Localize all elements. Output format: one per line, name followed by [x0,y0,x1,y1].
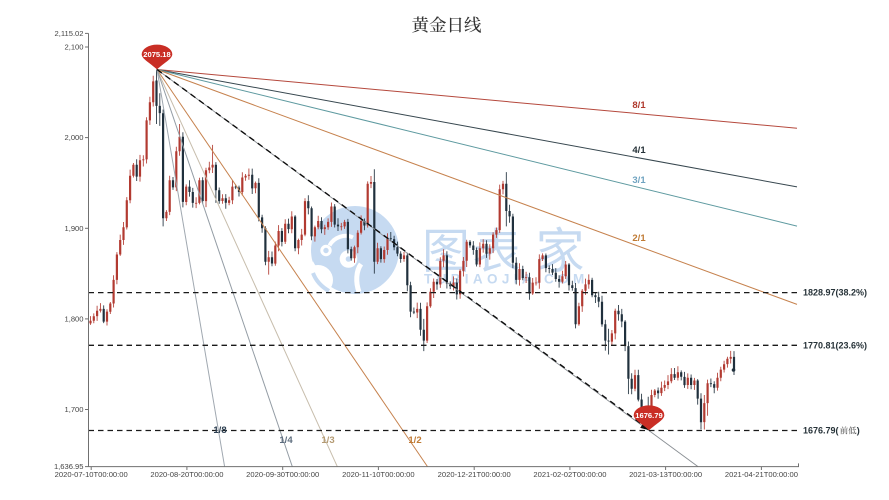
svg-text:1/3: 1/3 [321,435,334,446]
svg-text:1676.79(: 1676.79( [803,426,839,436]
svg-text:4/1: 4/1 [632,145,646,156]
svg-text:1/4: 1/4 [279,435,293,446]
svg-text:2020-07-10T00:00:00: 2020-07-10T00:00:00 [55,470,128,479]
svg-text:2,000: 2,000 [64,133,83,142]
svg-text:): ) [857,426,860,436]
svg-text:2020-12-21T00:00:00: 2020-12-21T00:00:00 [438,470,511,479]
svg-text:2/1: 2/1 [632,233,646,244]
svg-text:1770.81(23.6%): 1770.81(23.6%) [803,340,867,350]
svg-text:1828.97(38.2%): 1828.97(38.2%) [803,288,867,298]
svg-text:1,900: 1,900 [64,224,83,233]
svg-text:2020-08-20T00:00:00: 2020-08-20T00:00:00 [150,470,223,479]
svg-text:1676.79: 1676.79 [635,411,662,420]
svg-text:8/1: 8/1 [632,100,646,111]
svg-text:2020-09-30T00:00:00: 2020-09-30T00:00:00 [246,470,319,479]
svg-text:2,115.02: 2,115.02 [55,29,84,38]
svg-text:2075.18: 2075.18 [143,50,170,59]
svg-text:2021-04-21T00:00:00: 2021-04-21T00:00:00 [725,470,798,479]
svg-text:1/2: 1/2 [408,435,421,446]
svg-text:3/1: 3/1 [632,175,646,186]
svg-text:2,100: 2,100 [64,43,83,52]
svg-text:1,636.95: 1,636.95 [54,462,84,471]
svg-text:2020-11-10T00:00:00: 2020-11-10T00:00:00 [342,470,414,479]
svg-text:TUBIAOJIA.COM: TUBIAOJIA.COM [424,272,589,287]
svg-text:1,800: 1,800 [64,315,83,324]
svg-text:2021-03-13T00:00:00: 2021-03-13T00:00:00 [629,470,702,479]
svg-text:2021-02-02T00:00:00: 2021-02-02T00:00:00 [533,470,606,479]
svg-text:1/8: 1/8 [213,425,226,436]
svg-text:1,700: 1,700 [64,405,83,414]
